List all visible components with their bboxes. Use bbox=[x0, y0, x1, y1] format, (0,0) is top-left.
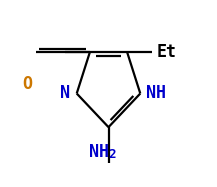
Text: N: N bbox=[60, 85, 70, 102]
Text: NH: NH bbox=[146, 85, 166, 102]
Text: Et: Et bbox=[156, 43, 176, 61]
Text: O: O bbox=[22, 75, 32, 93]
Text: 2: 2 bbox=[108, 148, 116, 161]
Text: NH: NH bbox=[89, 143, 108, 161]
